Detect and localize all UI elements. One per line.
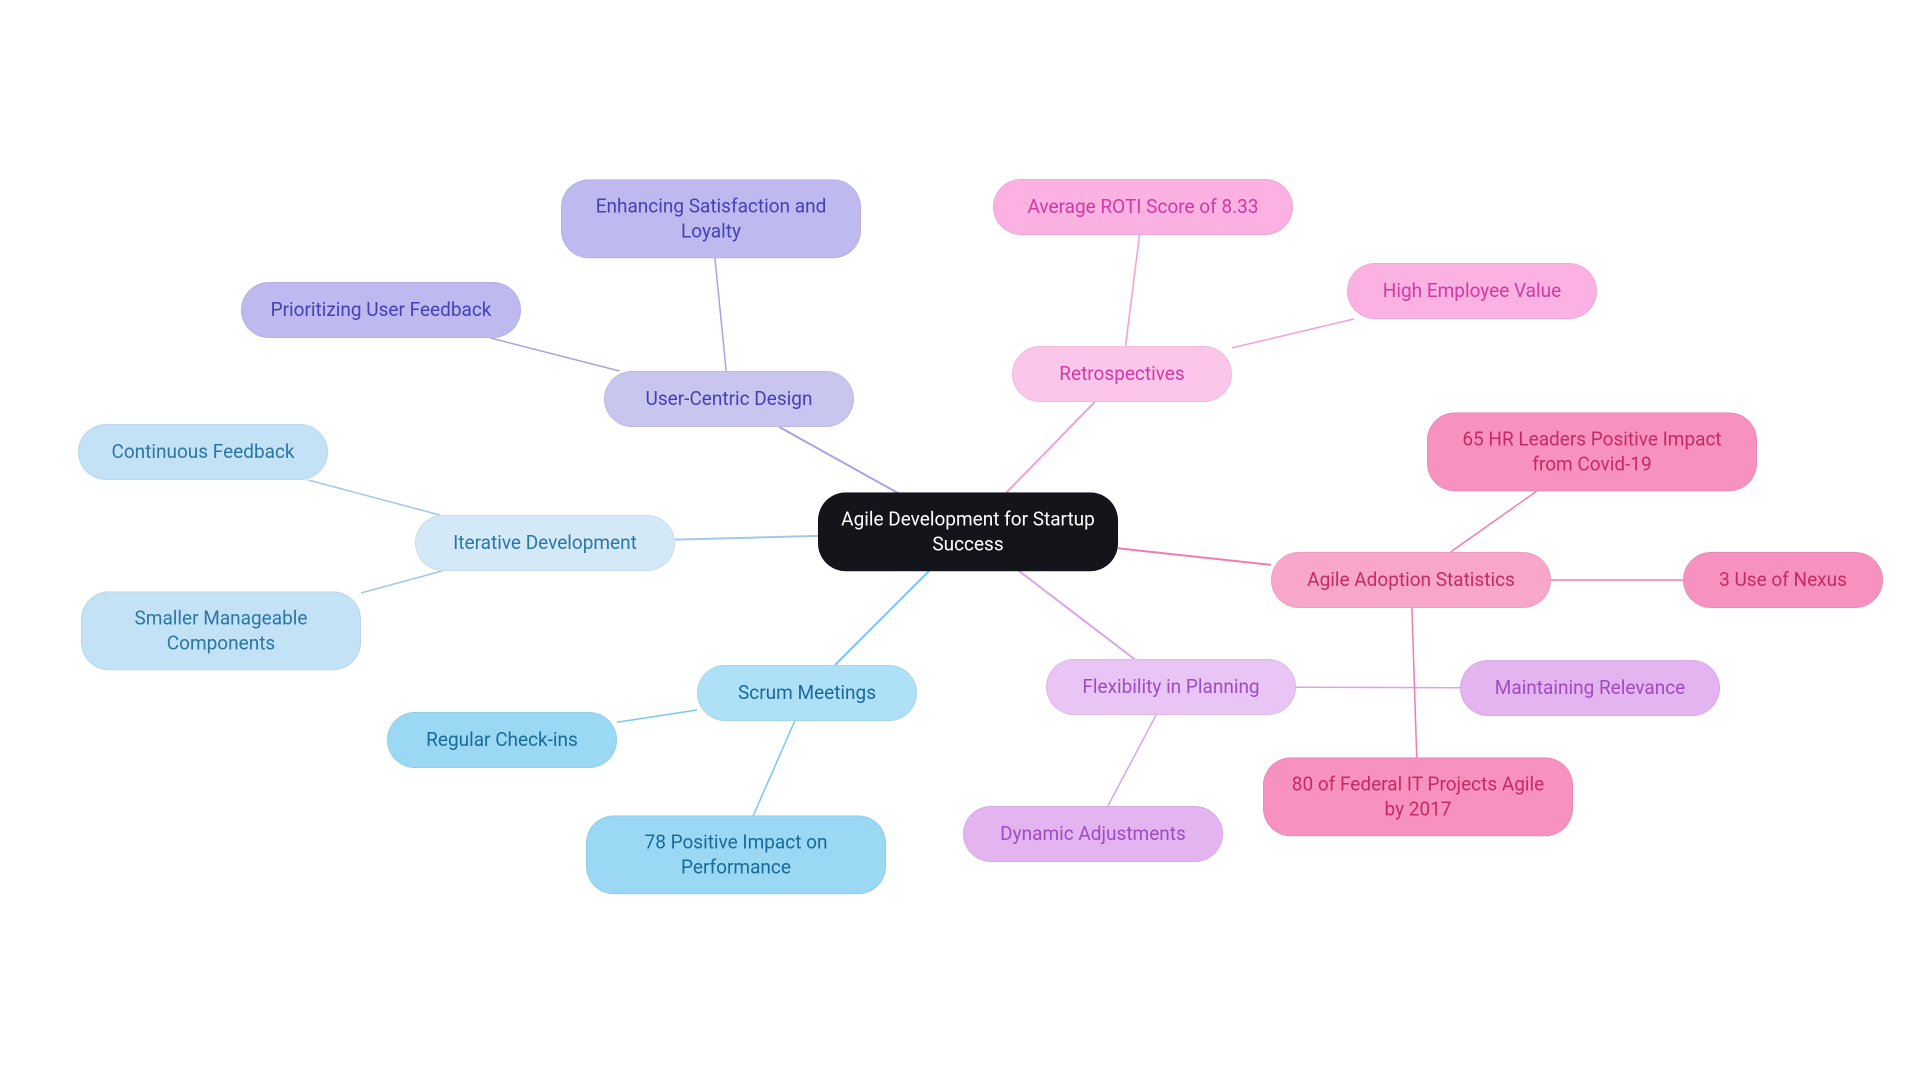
edge-scrum-sc-checkins	[617, 710, 697, 722]
node-label: Prioritizing User Feedback	[271, 298, 492, 323]
node-label: Agile Development for Startup Success	[841, 507, 1095, 556]
node-it-components: Smaller Manageable Components	[81, 591, 361, 670]
edge-center-stats	[1118, 548, 1271, 565]
node-retro: Retrospectives	[1012, 346, 1232, 402]
node-label: Continuous Feedback	[111, 440, 294, 465]
node-label: Smaller Manageable Components	[104, 606, 338, 655]
node-label: Scrum Meetings	[738, 681, 876, 706]
node-sc-perf: 78 Positive Impact on Performance	[586, 815, 886, 894]
edge-center-iterative	[675, 536, 818, 540]
edge-center-flex	[1019, 571, 1134, 659]
node-label: 80 of Federal IT Projects Agile by 2017	[1286, 772, 1550, 821]
node-label: User-Centric Design	[646, 387, 813, 412]
edge-user-centric-uc-loyalty	[715, 258, 726, 371]
edge-iterative-it-feedback	[308, 480, 440, 515]
node-label: High Employee Value	[1383, 279, 1561, 304]
node-it-feedback: Continuous Feedback	[78, 424, 328, 480]
node-scrum: Scrum Meetings	[697, 665, 917, 721]
node-label: Maintaining Relevance	[1495, 676, 1685, 701]
edge-retro-re-roti	[1126, 235, 1140, 346]
node-st-hr: 65 HR Leaders Positive Impact from Covid…	[1427, 412, 1757, 491]
node-uc-feedback: Prioritizing User Feedback	[241, 282, 521, 338]
mindmap-canvas: Agile Development for Startup Success Use…	[0, 0, 1920, 1083]
edge-flex-fl-dynamic	[1108, 715, 1156, 806]
node-flex: Flexibility in Planning	[1046, 659, 1296, 715]
edge-scrum-sc-perf	[753, 721, 795, 816]
edge-center-user-centric	[779, 427, 898, 493]
node-label: Flexibility in Planning	[1082, 675, 1259, 700]
edge-center-scrum	[835, 571, 929, 665]
node-st-nexus: 3 Use of Nexus	[1683, 552, 1883, 608]
node-label: 65 HR Leaders Positive Impact from Covid…	[1450, 427, 1734, 476]
edge-stats-st-federal	[1412, 608, 1417, 758]
node-fl-dynamic: Dynamic Adjustments	[963, 806, 1223, 862]
node-user-centric: User-Centric Design	[604, 371, 854, 427]
node-label: Iterative Development	[453, 531, 637, 556]
edge-iterative-it-components	[361, 571, 442, 593]
edge-stats-st-hr	[1451, 491, 1537, 552]
node-re-roti: Average ROTI Score of 8.33	[993, 179, 1293, 235]
node-center: Agile Development for Startup Success	[818, 492, 1118, 571]
node-fl-relevance: Maintaining Relevance	[1460, 660, 1720, 716]
node-re-value: High Employee Value	[1347, 263, 1597, 319]
node-st-federal: 80 of Federal IT Projects Agile by 2017	[1263, 757, 1573, 836]
node-label: Regular Check-ins	[426, 728, 578, 753]
edge-user-centric-uc-feedback	[490, 338, 619, 371]
node-label: 78 Positive Impact on Performance	[609, 830, 863, 879]
node-label: Enhancing Satisfaction and Loyalty	[584, 194, 838, 243]
node-label: Average ROTI Score of 8.33	[1027, 195, 1258, 220]
node-iterative: Iterative Development	[415, 515, 675, 571]
node-label: Retrospectives	[1059, 362, 1184, 387]
node-label: 3 Use of Nexus	[1719, 568, 1847, 593]
node-stats: Agile Adoption Statistics	[1271, 552, 1551, 608]
edge-center-retro	[1006, 402, 1095, 493]
edge-retro-re-value	[1232, 319, 1354, 348]
node-sc-checkins: Regular Check-ins	[387, 712, 617, 768]
node-label: Dynamic Adjustments	[1000, 822, 1186, 847]
node-uc-loyalty: Enhancing Satisfaction and Loyalty	[561, 179, 861, 258]
node-label: Agile Adoption Statistics	[1307, 568, 1515, 593]
